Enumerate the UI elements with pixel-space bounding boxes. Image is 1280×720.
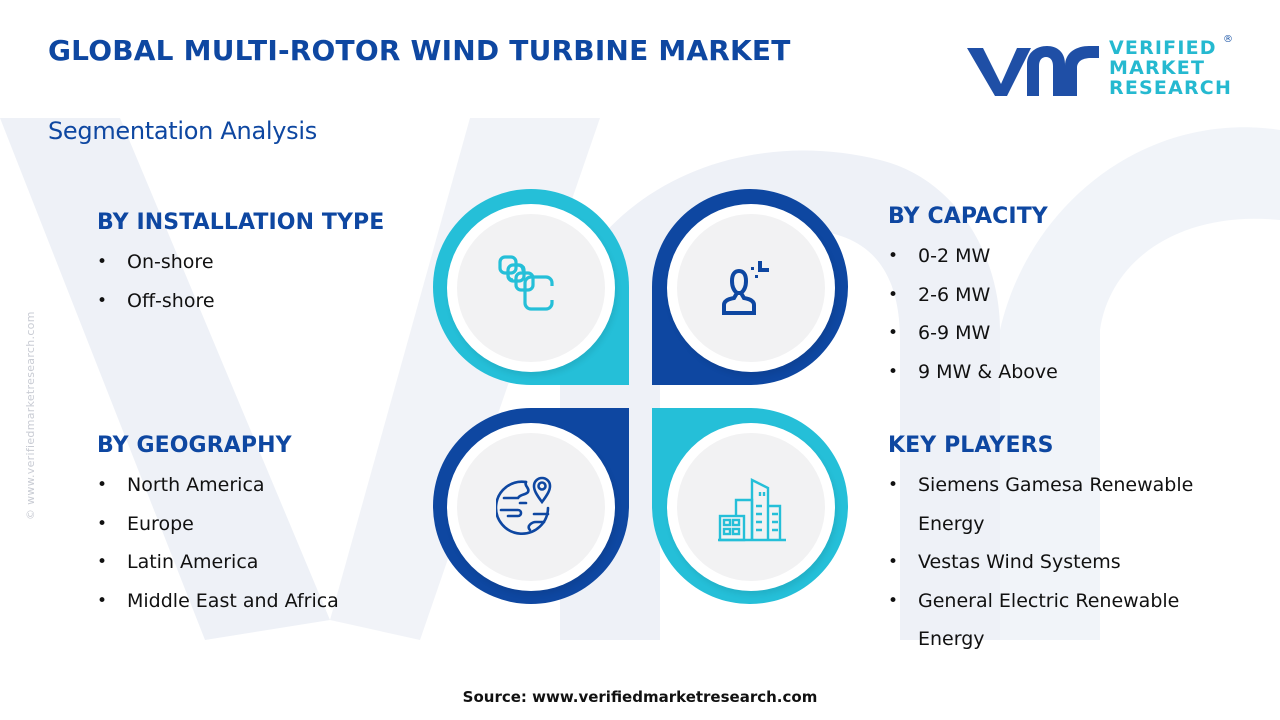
logo-line-market: MARKET xyxy=(1109,57,1206,79)
petal-key-players xyxy=(652,408,850,604)
segment-installation-type: BY INSTALLATION TYPE On-shore Off-shore xyxy=(97,210,384,320)
segment-list: North America Europe Latin America Middl… xyxy=(97,466,339,620)
list-item: Europe xyxy=(97,505,339,544)
logo-line-research: RESEARCH xyxy=(1109,77,1233,99)
stacked-squares-icon xyxy=(498,255,554,311)
logo-line-verified: VERIFIED xyxy=(1109,37,1217,59)
segment-key-players: KEY PLAYERS Siemens Gamesa Renewable Ene… xyxy=(888,433,1238,659)
segment-heading: BY CAPACITY xyxy=(888,204,1048,229)
segment-heading: KEY PLAYERS xyxy=(888,433,1054,458)
list-item: Vestas Wind Systems xyxy=(888,543,1238,582)
list-item: 9 MW & Above xyxy=(888,353,1058,392)
list-item: 2-6 MW xyxy=(888,276,1058,315)
list-item: North America xyxy=(97,466,339,505)
page-subtitle: Segmentation Analysis xyxy=(48,117,317,145)
list-item: Latin America xyxy=(97,543,339,582)
icon-disc xyxy=(677,214,825,362)
list-item: Off-shore xyxy=(97,282,384,321)
globe-location-icon xyxy=(496,476,552,535)
page-title: GLOBAL MULTI-ROTOR WIND TURBINE MARKET xyxy=(48,34,791,67)
person-expand-icon xyxy=(722,261,769,315)
segment-list: On-shore Off-shore xyxy=(97,243,384,320)
segment-list: 0-2 MW 2-6 MW 6-9 MW 9 MW & Above xyxy=(888,237,1058,391)
source-caption: Source: www.verifiedmarketresearch.com xyxy=(462,688,818,706)
list-item: General Electric Renewable Energy xyxy=(888,582,1238,659)
list-item: 6-9 MW xyxy=(888,314,1058,353)
segment-heading: BY INSTALLATION TYPE xyxy=(97,210,385,235)
registered-mark: ® xyxy=(1223,34,1233,45)
side-watermark-url: © www.verifiedmarketresearch.com xyxy=(24,311,37,520)
petal-geography xyxy=(432,408,630,604)
segment-capacity: BY CAPACITY 0-2 MW 2-6 MW 6-9 MW 9 MW & … xyxy=(888,204,1058,391)
segment-heading: BY GEOGRAPHY xyxy=(97,433,292,458)
list-item: Middle East and Africa xyxy=(97,582,339,621)
segment-list: Siemens Gamesa Renewable Energy Vestas W… xyxy=(888,466,1238,659)
segment-geography: BY GEOGRAPHY North America Europe Latin … xyxy=(97,433,339,620)
petal-installation-type xyxy=(432,189,630,385)
list-item: 0-2 MW xyxy=(888,237,1058,276)
list-item: On-shore xyxy=(97,243,384,282)
buildings-icon xyxy=(718,478,786,542)
petal-capacity xyxy=(652,189,850,385)
vmr-logo-icon xyxy=(967,46,1099,96)
list-item: Siemens Gamesa Renewable Energy xyxy=(888,466,1238,543)
icon-disc xyxy=(457,433,605,581)
brand-logo: VERIFIED MARKET RESEARCH ® xyxy=(965,34,1235,102)
